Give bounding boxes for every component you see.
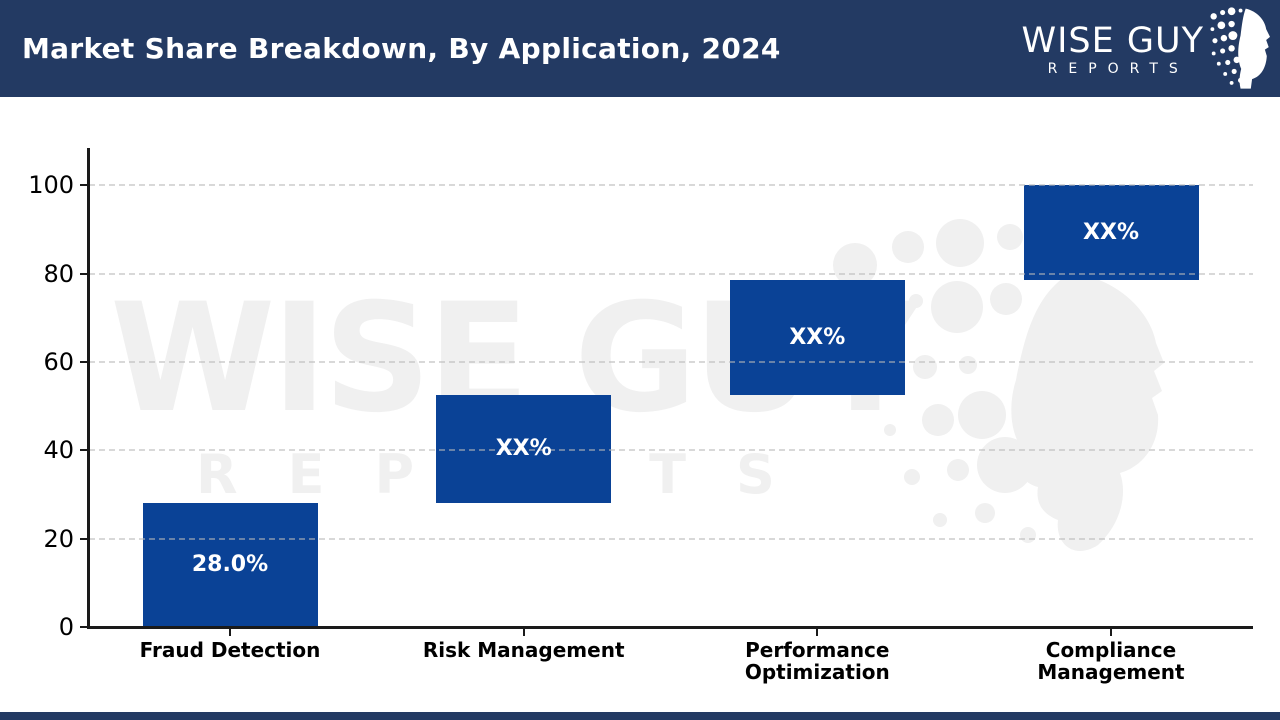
bar-segment [1023, 185, 1199, 281]
footer-bar [0, 712, 1280, 720]
header-bar: Market Share Breakdown, By Application, … [0, 0, 1280, 97]
x-tick-mark [522, 627, 525, 636]
x-category-label: Risk Management [422, 638, 625, 662]
bar-segment [436, 395, 612, 504]
bar-segment [729, 280, 905, 396]
bar-segment [142, 503, 318, 627]
x-category-label: Performance Optimization [744, 638, 890, 684]
bar-value-label: XX% [789, 324, 846, 350]
y-tick-mark [80, 449, 89, 452]
y-axis-line [87, 148, 90, 628]
gridline [89, 449, 1253, 452]
bar-value-label: XX% [495, 436, 552, 462]
y-tick-label: 100 [28, 171, 74, 200]
y-tick-label: 80 [43, 259, 74, 288]
y-tick-mark [80, 537, 89, 540]
y-tick-mark [80, 361, 89, 364]
gridline [89, 361, 1253, 364]
x-tick-mark [229, 627, 231, 636]
gridline [89, 184, 1253, 187]
y-tick-mark [80, 272, 89, 275]
logo-head-icon [1210, 7, 1270, 89]
y-tick-label: 40 [43, 436, 74, 465]
x-tick-mark [816, 627, 819, 636]
y-tick-mark [80, 626, 89, 628]
x-category-label: Fraud Detection [139, 638, 321, 662]
bar-value-label: XX% [1083, 219, 1139, 245]
logo-wordmark: WISE GUY [1021, 20, 1204, 61]
gridline [89, 272, 1253, 275]
x-tick-mark [1110, 627, 1112, 636]
y-tick-label: 0 [58, 613, 74, 641]
logo-text: WISE GUY REPORTS [1021, 22, 1204, 77]
x-category-label: Compliance Management [1037, 638, 1185, 684]
wise-guy-reports-logo: WISE GUY REPORTS [1021, 4, 1270, 94]
y-tick-mark [80, 184, 89, 187]
y-tick-label: 60 [43, 348, 74, 377]
gridline [89, 537, 1253, 540]
chart-area: WISE GUY REPORTS 02040608010028.0%XX%XX%… [0, 97, 1280, 712]
page-title: Market Share Breakdown, By Application, … [22, 32, 781, 65]
bar-value-label: 28.0% [191, 552, 269, 578]
y-tick-label: 20 [43, 524, 74, 553]
x-axis-line [87, 626, 1253, 629]
logo-subtitle: REPORTS [1047, 60, 1189, 77]
